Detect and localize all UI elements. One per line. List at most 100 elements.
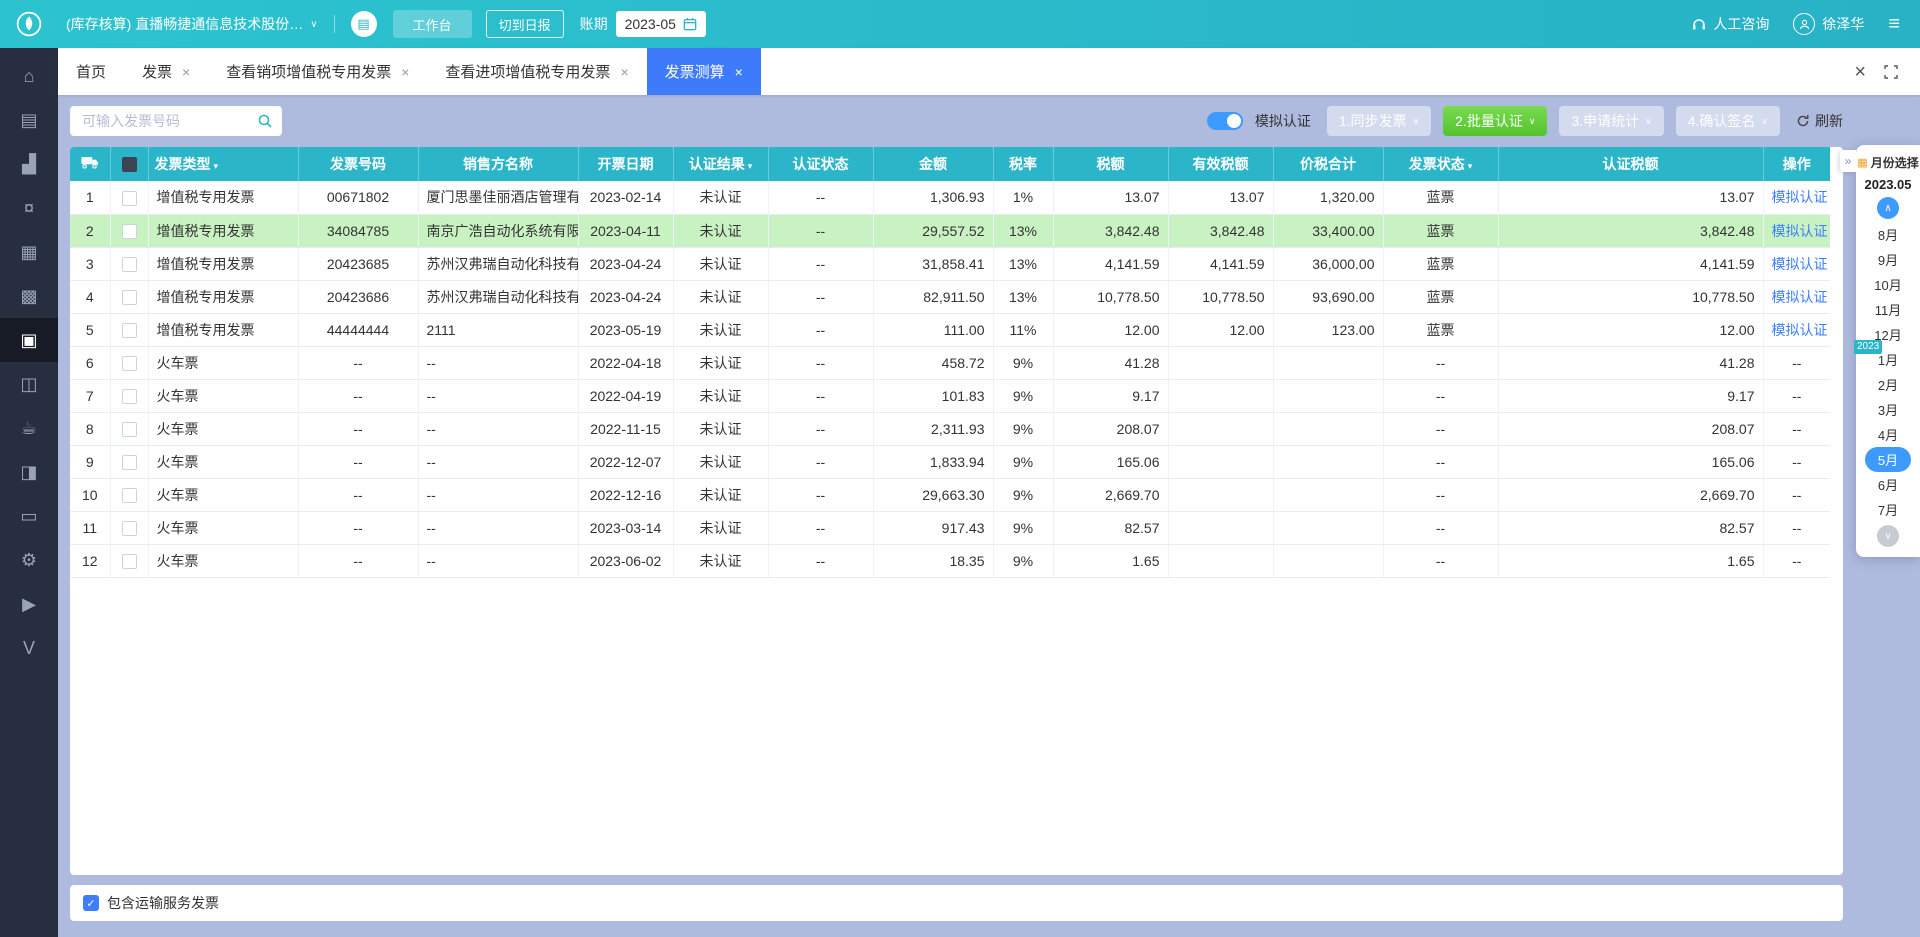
sidebar-item-reports[interactable]: ▟ [0, 142, 58, 186]
tab-1[interactable]: 发票 × [124, 48, 208, 95]
table-row[interactable]: 4 增值税专用发票20423686苏州汉弗瑞自动化科技有限…2023-04-24未… [70, 280, 1830, 314]
month-item-6月[interactable]: 6月 [1877, 478, 1899, 493]
sort-caret-icon[interactable]: ▾ [213, 161, 219, 171]
sidebar-item-funds[interactable]: ¤ [0, 186, 58, 230]
cell-seller: -- [418, 544, 579, 578]
sidebar-item-service[interactable]: ☕ [0, 406, 58, 450]
simulate-auth-link[interactable]: 模拟认证 [1771, 321, 1828, 338]
month-item-4月[interactable]: 4月 [1877, 428, 1899, 443]
cell-number: 20423685 [298, 247, 419, 281]
column-header: 销售方名称 [418, 147, 579, 181]
row-checkbox[interactable] [121, 190, 137, 206]
sidebar-item-media[interactable]: ▶ [0, 582, 58, 626]
search-input[interactable] [70, 106, 282, 136]
row-checkbox[interactable] [121, 454, 137, 470]
search-icon[interactable] [257, 113, 273, 129]
sort-caret-icon[interactable]: ▾ [747, 161, 753, 171]
sidebar-item-modules[interactable]: ▩ [0, 274, 58, 318]
row-checkbox[interactable] [121, 520, 137, 536]
column-header[interactable]: 认证结果 ▾ [673, 147, 769, 181]
month-item-9月[interactable]: 9月 [1877, 253, 1899, 268]
workbench-button[interactable]: 工作台 [392, 10, 472, 38]
sidebar-item-checkout[interactable]: ◨ [0, 450, 58, 494]
column-header[interactable]: 发票类型 ▾ [148, 147, 299, 181]
action-button-3[interactable]: 3.申请统计 ∨ [1559, 106, 1664, 136]
clipboard-icon[interactable]: ▤ [350, 11, 377, 37]
tab-close-icon[interactable]: × [182, 63, 191, 80]
company-selector[interactable]: (库存核算) 直播畅捷通信息技术股份… ∨ [66, 14, 318, 34]
simulate-auth-toggle[interactable] [1206, 112, 1243, 130]
month-item-2月[interactable]: 2月 [1877, 378, 1899, 393]
switch-daily-button[interactable]: 切到日报 [485, 10, 564, 38]
cell-seller: -- [418, 445, 579, 479]
select-all-checkbox[interactable] [121, 157, 137, 173]
action-button-1[interactable]: 1.同步发票 ∨ [1326, 106, 1432, 136]
transport-checkbox[interactable]: ✓ [83, 895, 99, 911]
sidebar-item-brand[interactable]: V [0, 626, 58, 670]
cell-date: 2022-11-15 [578, 412, 674, 446]
table-row[interactable]: 12 火车票 -- -- 2023-06-02 未认证 -- 18.35 9% 1.65 -- 1.6… [70, 544, 1830, 578]
sidebar-item-home[interactable]: ⌂ [0, 54, 58, 98]
tab-0[interactable]: 首页 [58, 48, 124, 95]
simulate-auth-link[interactable]: 模拟认证 [1771, 189, 1828, 206]
table-row[interactable]: 1 增值税专用发票00671802厦门思墨佳丽酒店管理有限…2023-02-14未… [70, 181, 1830, 215]
hamburger-menu-icon[interactable]: ≡ [1888, 13, 1900, 35]
tab-close-icon[interactable]: × [620, 63, 629, 80]
sidebar-item-assets[interactable]: ▦ [0, 230, 58, 274]
close-tab-icon[interactable]: × [1854, 60, 1866, 83]
tab-close-icon[interactable]: × [401, 63, 410, 80]
table-row[interactable]: 3 增值税专用发票20423685苏州汉弗瑞自动化科技有限…2023-04-24未… [70, 247, 1830, 281]
row-checkbox[interactable] [121, 553, 137, 569]
support-button[interactable]: 人工咨询 [1691, 14, 1769, 34]
column-header[interactable]: 发票状态 ▾ [1383, 147, 1499, 181]
simulate-auth-link[interactable]: 模拟认证 [1771, 255, 1828, 272]
table-row[interactable]: 11 火车票 -- -- 2023-03-14 未认证 -- 917.43 9% 82.57 -- 8… [70, 511, 1830, 545]
refresh-button[interactable]: 刷新 [1796, 111, 1843, 131]
row-checkbox[interactable] [121, 256, 137, 272]
row-checkbox[interactable] [121, 355, 137, 371]
month-item-11月[interactable]: 11月 [1874, 303, 1902, 318]
row-checkbox[interactable] [121, 223, 137, 239]
period-selector[interactable]: 2023-05 [615, 11, 706, 37]
row-checkbox[interactable] [121, 487, 137, 503]
action-button-label: 1.同步发票 [1338, 113, 1407, 129]
sidebar-item-storage[interactable]: ▭ [0, 494, 58, 538]
row-checkbox[interactable] [121, 388, 137, 404]
fullscreen-icon[interactable] [1884, 64, 1898, 79]
month-item-10月[interactable]: 10月 [1874, 278, 1902, 293]
month-item-1月[interactable]: 1月 2023 [1854, 340, 1911, 372]
month-item-3月[interactable]: 3月 [1877, 403, 1899, 418]
sidebar-item-archive[interactable]: ◫ [0, 362, 58, 406]
month-item-8月[interactable]: 8月 [1877, 228, 1899, 243]
table-row[interactable]: 10 火车票 -- -- 2022-12-16 未认证 -- 29,663.30 9% 2,669… [70, 478, 1830, 512]
collapse-panel-icon[interactable]: » [1840, 150, 1856, 172]
month-item-5月[interactable]: 5月 [1865, 447, 1911, 472]
cell-tax: 4,141.59 [1053, 247, 1169, 281]
month-item-12月[interactable]: 12月 [1874, 328, 1902, 343]
table-row[interactable]: 9 火车票 -- -- 2022-12-07 未认证 -- 1,833.94 9% 165.06-… [70, 445, 1830, 479]
scroll-down-button[interactable]: ∨ [1877, 525, 1899, 547]
action-button-2[interactable]: 2.批量认证 ∨ [1443, 106, 1548, 136]
user-menu[interactable]: 徐泽华 [1793, 13, 1864, 35]
scroll-up-button[interactable]: ∧ [1877, 197, 1899, 219]
sidebar-item-invoices[interactable]: ▤ [0, 98, 58, 142]
simulate-auth-link[interactable]: 模拟认证 [1771, 222, 1828, 239]
table-row[interactable]: 7 火车票 -- -- 2022-04-19 未认证 -- 101.83 9% 9.17 -- 9.1… [70, 379, 1830, 413]
tab-2[interactable]: 查看销项增值税专用发票 × [208, 48, 427, 95]
action-button-4[interactable]: 4.确认签名 ∨ [1675, 106, 1780, 136]
table-row[interactable]: 8 火车票 -- -- 2022-11-15 未认证 -- 2,311.93 9% 208.07-… [70, 412, 1830, 446]
sidebar-item-inventory[interactable]: ▣ [0, 318, 58, 362]
row-checkbox[interactable] [121, 289, 137, 305]
tab-4[interactable]: 发票测算 × [646, 48, 761, 95]
sort-caret-icon[interactable]: ▾ [1467, 161, 1473, 171]
sidebar-item-settings[interactable]: ⚙ [0, 538, 58, 582]
table-row[interactable]: 6 火车票 -- -- 2022-04-18 未认证 -- 458.72 9% 41.28 -- 41… [70, 346, 1830, 380]
row-checkbox[interactable] [121, 421, 137, 437]
table-row[interactable]: 5 增值税专用发票 44444444 2111 2023-05-19 未认证 -- 111.0… [70, 313, 1830, 347]
simulate-auth-link[interactable]: 模拟认证 [1771, 288, 1828, 305]
tab-3[interactable]: 查看进项增值税专用发票 × [427, 48, 646, 95]
row-checkbox[interactable] [121, 322, 137, 338]
table-row[interactable]: 2 增值税专用发票34084785南京广浩自动化系统有限责…2023-04-11未… [70, 214, 1830, 248]
tab-close-icon[interactable]: × [734, 63, 743, 80]
month-item-7月[interactable]: 7月 [1877, 503, 1899, 518]
